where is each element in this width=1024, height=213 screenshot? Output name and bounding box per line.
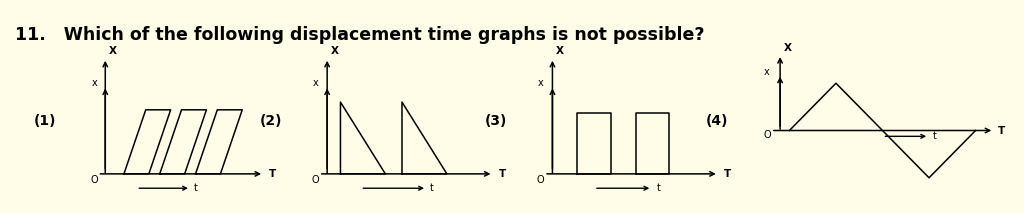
Text: (1): (1) [34, 114, 56, 128]
Text: (4): (4) [706, 114, 728, 128]
Text: O: O [90, 176, 98, 186]
Text: T: T [499, 169, 506, 179]
Text: T: T [724, 169, 731, 179]
Text: O: O [311, 176, 319, 186]
Text: X: X [109, 46, 117, 56]
Text: 11.   Which of the following displacement time graphs is not possible?: 11. Which of the following displacement … [15, 26, 705, 44]
Text: (3): (3) [484, 114, 507, 128]
Text: t: t [657, 183, 662, 193]
Text: O: O [763, 130, 771, 140]
Text: x: x [764, 67, 770, 77]
Text: t: t [430, 183, 434, 193]
Text: x: x [538, 78, 544, 88]
Text: x: x [312, 78, 318, 88]
Text: O: O [537, 176, 545, 186]
Text: t: t [194, 183, 198, 193]
Text: T: T [268, 169, 275, 179]
Text: (2): (2) [259, 114, 282, 128]
Text: T: T [998, 125, 1006, 135]
Text: X: X [783, 43, 792, 53]
Text: X: X [331, 46, 339, 56]
Text: X: X [556, 46, 564, 56]
Text: x: x [91, 78, 97, 88]
Text: t: t [933, 131, 937, 141]
